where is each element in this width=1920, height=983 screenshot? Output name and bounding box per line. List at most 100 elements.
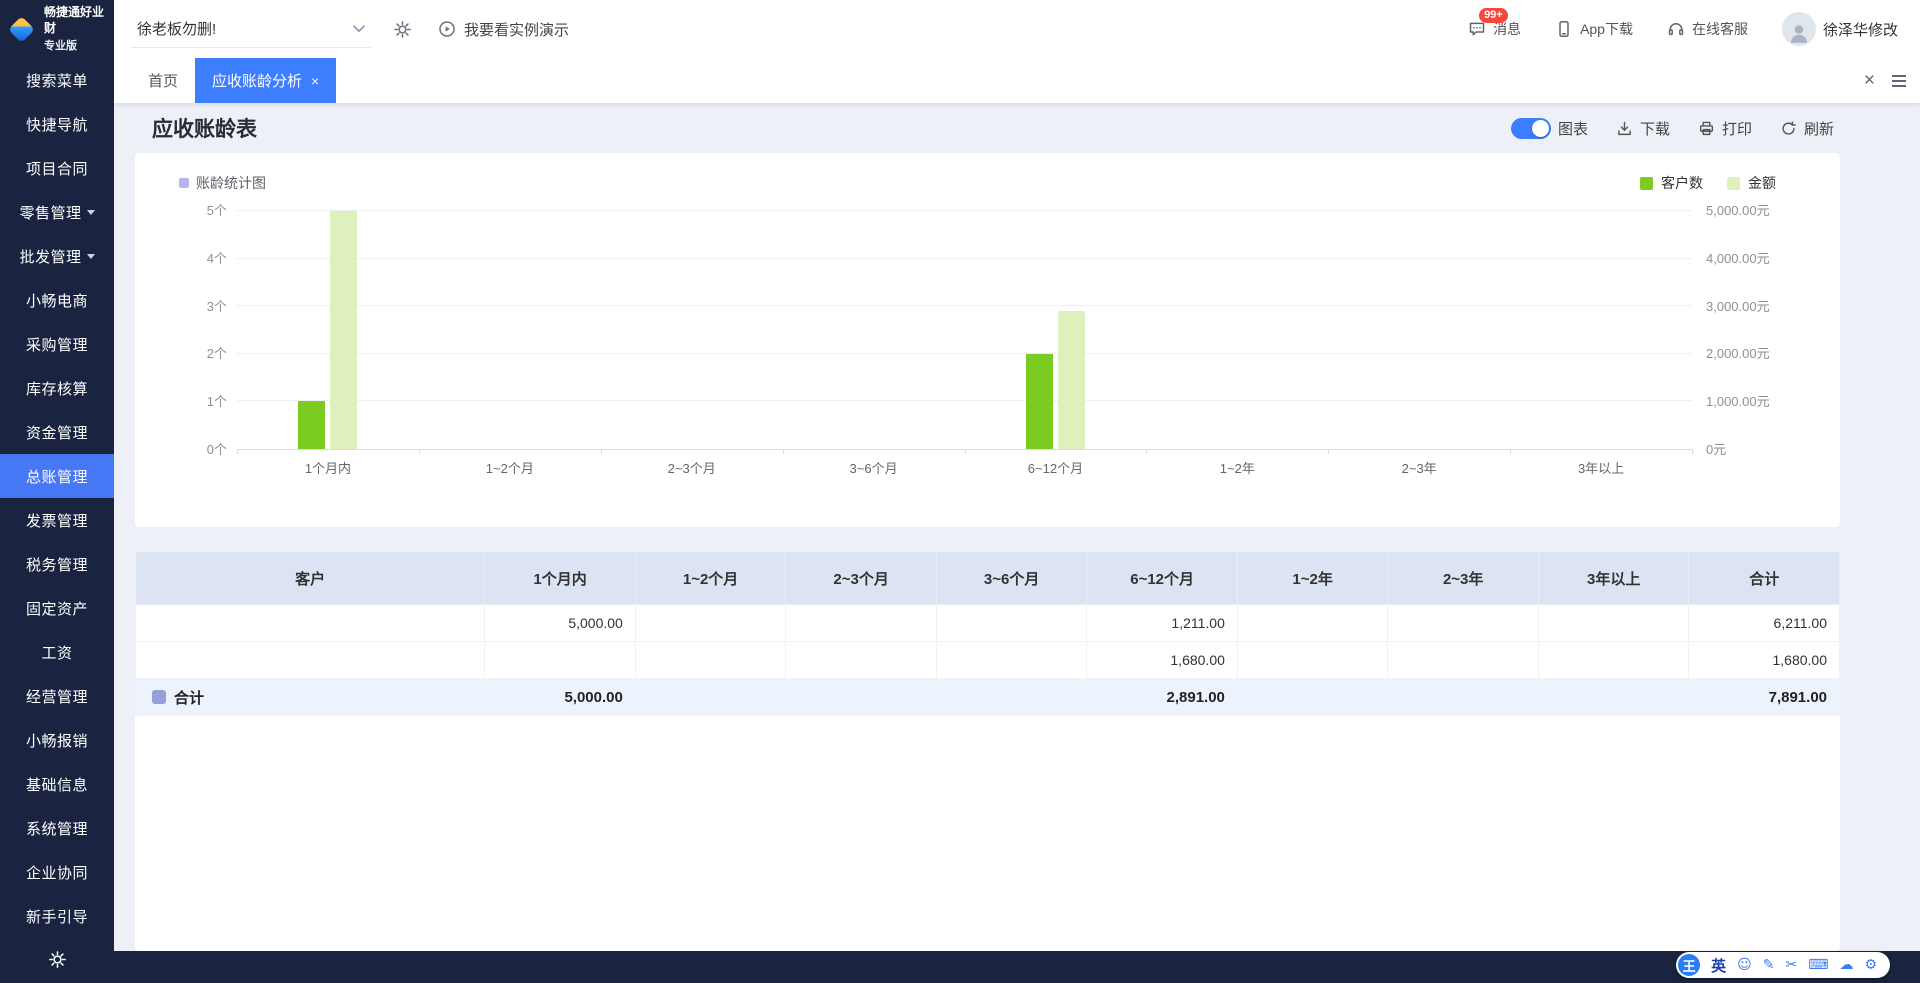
gridline [237,400,1692,402]
emoji-icon[interactable]: ☺ [1737,957,1752,973]
sidebar-item-beginner-guide[interactable]: 新手引导 [0,894,114,938]
y-axis-right-tick: 2,000.00元 [1706,346,1770,362]
sidebar: 畅捷通好业财 专业版 搜索菜单 快捷导航 项目合同 零售管理 批发管理 小畅电商… [0,0,114,979]
keyboard-icon[interactable]: ⌨ [1808,957,1829,973]
company-select[interactable]: 徐老板勿删! [131,10,371,48]
cell [1537,678,1690,716]
sidebar-item-expense[interactable]: 小畅报销 [0,718,114,762]
x-axis-tick [237,449,238,454]
y-axis-left-tick: 0个 [206,442,227,457]
sidebar-item-general-ledger[interactable]: 总账管理 [0,454,114,498]
col-header: 2~3年 [1387,551,1539,605]
sidebar-settings-button[interactable] [0,938,114,980]
content-area: 应收账龄表 图表 下载 打印 [114,103,1920,951]
sidebar-item-inventory-accounting[interactable]: 库存核算 [0,366,114,410]
table-total-row: 合计 5,000.00 2,891.00 7,891.00 [135,678,1840,716]
company-select-value: 徐老板勿删! [137,21,217,38]
sidebar-item-label: 发票管理 [25,512,88,530]
refresh-button[interactable]: 刷新 [1780,118,1834,139]
col-header: 1个月内 [484,551,636,605]
tab-label: 应收账龄分析 [212,73,303,90]
sidebar-item-retail-mgmt[interactable]: 零售管理 [0,190,114,234]
toggle-switch[interactable] [1510,117,1551,139]
cell [1236,604,1389,642]
sidebar-item-label: 基础信息 [25,776,88,794]
table-row[interactable]: 1,680.00 1,680.00 [135,641,1840,679]
ime-logo-icon[interactable]: 王 [1678,954,1701,976]
main-column: 徐老板勿删! 我要看实例演示 消息 99+ App下载 [114,0,1920,979]
online-service-button[interactable]: 在线客服 [1667,19,1748,39]
sidebar-item-business-mgmt[interactable]: 经营管理 [0,674,114,718]
sidebar-item-quick-nav[interactable]: 快捷导航 [0,102,114,146]
app-download-button[interactable]: App下载 [1555,19,1633,39]
sidebar-item-label: 企业协同 [25,864,88,882]
aging-table: 客户 1个月内 1~2个月 2~3个月 3~6个月 6~12个月 1~2年 2~… [135,551,1840,716]
demo-link-label: 我要看实例演示 [464,21,570,39]
ime-language-toggle[interactable]: 英 [1711,957,1727,975]
col-header: 3年以上 [1537,551,1690,605]
cloud-icon[interactable]: ☁ [1839,957,1854,973]
user-name: 徐泽华修改 [1822,21,1898,39]
sidebar-item-label: 经营管理 [25,688,88,706]
sidebar-item-enterprise-collab[interactable]: 企业协同 [0,850,114,894]
cell [1537,641,1690,679]
ime-toolbar[interactable]: 王 英 ☺ ✎ ✂ ⌨ ☁ ⚙ [1676,952,1890,978]
sidebar-item-invoice-mgmt[interactable]: 发票管理 [0,498,114,542]
sidebar-item-label: 零售管理 [19,204,82,222]
demo-link[interactable]: 我要看实例演示 [438,19,569,40]
messages-button[interactable]: 消息 99+ [1468,8,1521,39]
page-toolbar: 图表 下载 打印 刷新 [1510,117,1834,139]
y-axis-right-tick: 0元 [1706,442,1727,457]
sidebar-item-tax-mgmt[interactable]: 税务管理 [0,542,114,586]
tab-menu-icon[interactable] [1892,74,1906,87]
settings-button[interactable] [393,20,412,39]
gear-icon[interactable]: ⚙ [1864,957,1877,973]
download-label: 下载 [1639,120,1670,138]
bottom-strip: 王 英 ☺ ✎ ✂ ⌨ ☁ ⚙ [114,951,1920,979]
legend-label: 客户数 [1661,175,1703,191]
legend-amount[interactable]: 金额 [1727,173,1776,193]
tab-home[interactable]: 首页 [131,58,195,103]
sidebar-item-search-menu[interactable]: 搜索菜单 [0,58,114,102]
topbar: 徐老板勿删! 我要看实例演示 消息 99+ App下载 [114,0,1920,58]
download-button[interactable]: 下载 [1616,118,1670,139]
x-axis-tick [782,449,784,454]
summary-icon [152,690,166,704]
tab-receivable-aging-analysis[interactable]: 应收账龄分析 × [195,58,337,103]
cell [1387,641,1539,679]
tabbar: 首页 应收账龄分析 × × [114,58,1920,103]
legend-swatch-customer-count [1640,176,1653,190]
sidebar-item-fixed-assets[interactable]: 固定资产 [0,586,114,630]
pen-icon[interactable]: ✎ [1762,957,1775,973]
chart-legend: 客户数 金额 [1640,173,1776,193]
y-axis-right-tick: 1,000.00元 [1706,394,1770,410]
print-button[interactable]: 打印 [1698,118,1752,139]
sidebar-item-ecommerce[interactable]: 小畅电商 [0,278,114,322]
sidebar-item-wholesale-mgmt[interactable]: 批发管理 [0,234,114,278]
bar-group: 6~12个月 [965,211,1147,476]
col-header-total: 合计 [1688,551,1840,605]
scissors-icon[interactable]: ✂ [1785,957,1798,973]
table-row[interactable]: 5,000.00 1,211.00 6,211.00 [135,604,1840,642]
sidebar-item-project-contract[interactable]: 项目合同 [0,146,114,190]
sidebar-item-payroll[interactable]: 工资 [0,630,114,674]
close-icon[interactable]: × [1863,70,1875,91]
chart-axis-left: 0个 1个 2个 3个 4个 5个 [179,203,237,457]
col-header: 6~12个月 [1086,551,1238,605]
legend-customer-count[interactable]: 客户数 [1640,173,1703,193]
sidebar-item-purchase-mgmt[interactable]: 采购管理 [0,322,114,366]
download-icon [1618,121,1631,135]
gear-icon [48,950,66,968]
sidebar-item-funds-mgmt[interactable]: 资金管理 [0,410,114,454]
message-icon [1469,22,1485,36]
chart-toggle[interactable]: 图表 [1510,117,1588,139]
chevron-down-icon [86,253,95,259]
sidebar-item-system-mgmt[interactable]: 系统管理 [0,806,114,850]
user-menu[interactable]: 徐泽华修改 [1781,12,1898,46]
x-axis-label: 1~2年 [1219,461,1255,476]
sidebar-item-basic-info[interactable]: 基础信息 [0,762,114,806]
phone-icon [1559,21,1569,37]
messages-badge: 99+ [1479,8,1508,23]
tab-close-icon[interactable]: × [311,72,320,89]
x-axis-label: 6~12个月 [1027,461,1084,476]
